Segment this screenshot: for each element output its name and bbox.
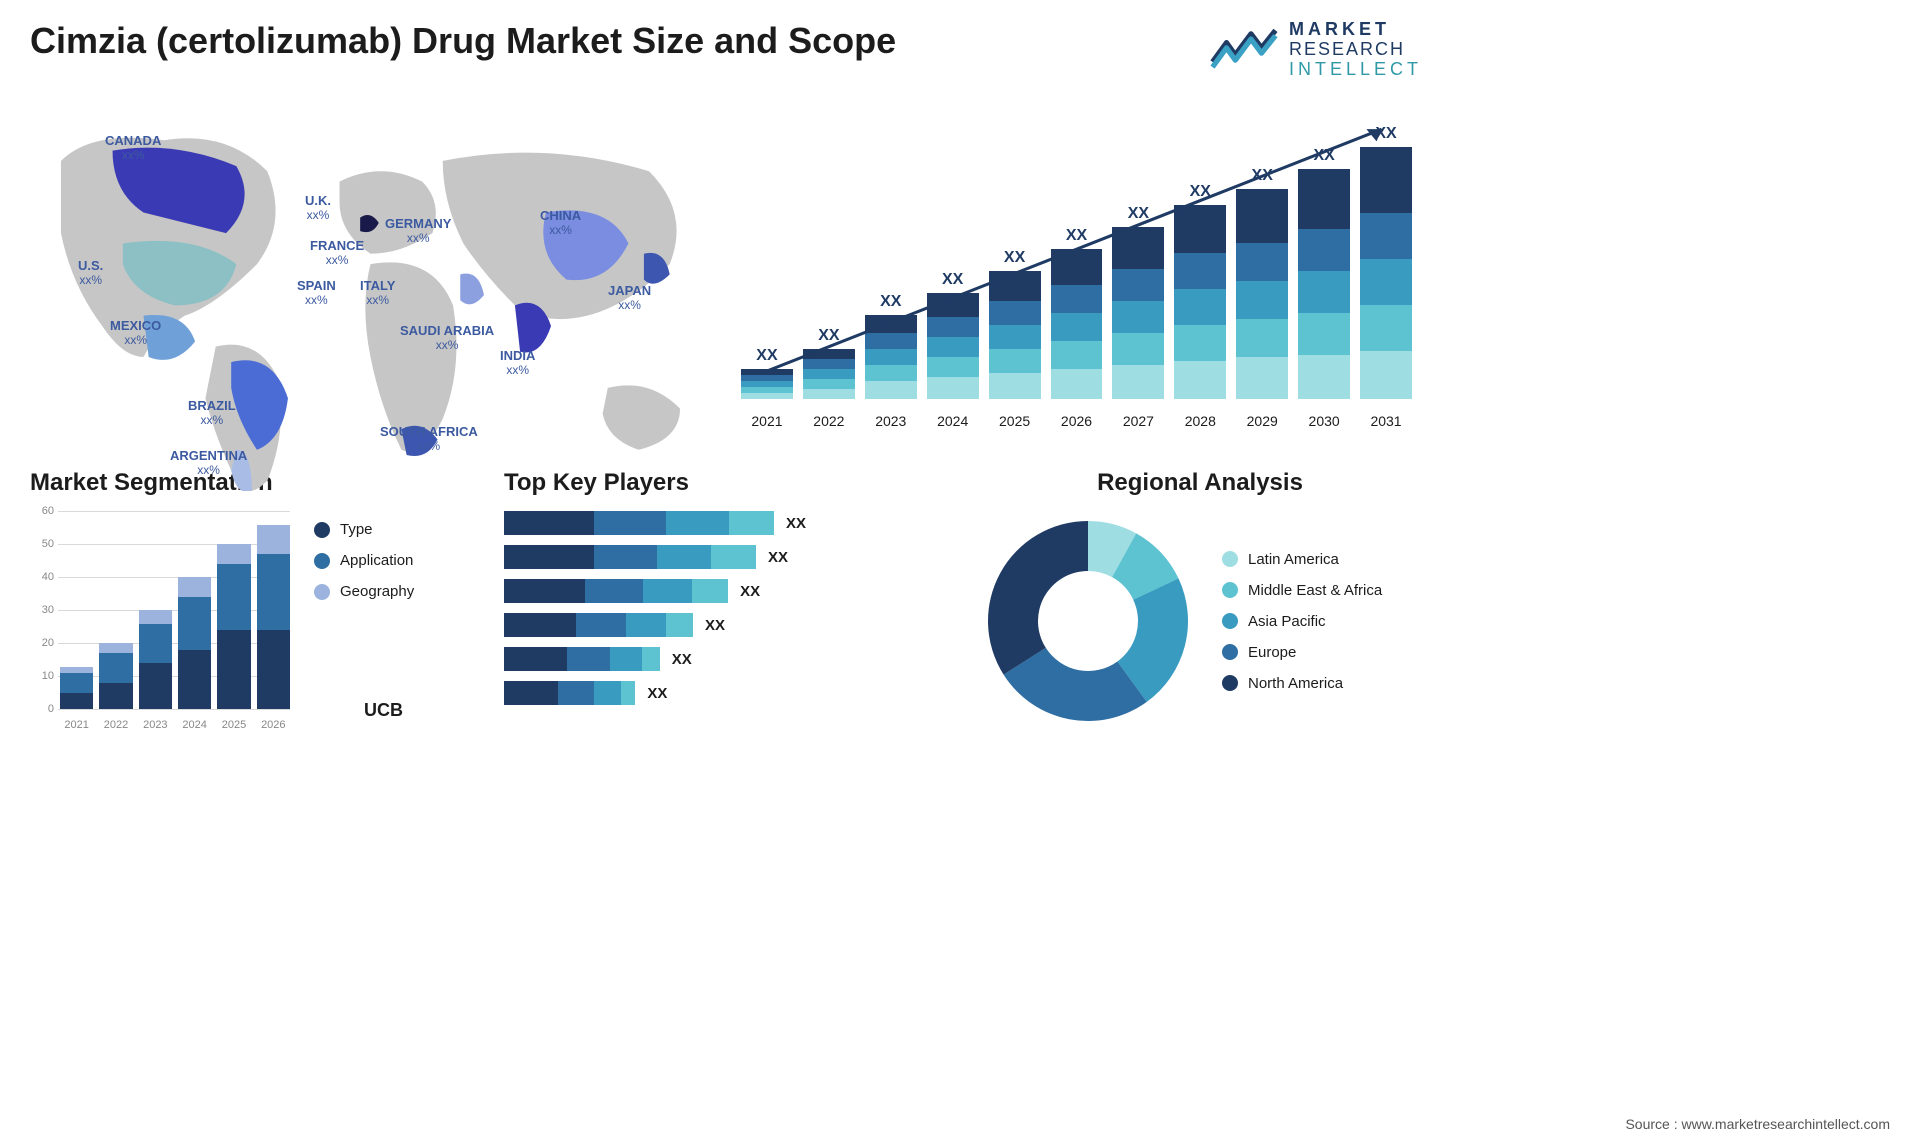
- map-label-china: CHINAxx%: [540, 209, 581, 236]
- growth-bar-label: XX: [1375, 125, 1396, 143]
- regional-legend-item: Middle East & Africa: [1222, 582, 1382, 599]
- map-label-saudi-arabia: SAUDI ARABIAxx%: [400, 324, 494, 351]
- source-text: Source : www.marketresearchintellect.com: [1625, 1116, 1890, 1132]
- growth-bar-label: XX: [1004, 249, 1025, 267]
- logo-mark-icon: [1209, 22, 1279, 77]
- seg-bar-2024: [178, 577, 211, 709]
- map-label-u-s-: U.S.xx%: [78, 259, 103, 286]
- seg-bar-2026: [257, 525, 290, 710]
- growth-xlabel: 2025: [989, 413, 1041, 429]
- growth-bar-2025: XX: [989, 99, 1041, 399]
- player-row: XX: [504, 579, 864, 603]
- growth-bar-label: XX: [1128, 205, 1149, 223]
- growth-xlabel: 2031: [1360, 413, 1412, 429]
- growth-bar-2022: XX: [803, 99, 855, 399]
- players-extra-text: UCB: [364, 700, 403, 721]
- player-row: XX: [504, 647, 864, 671]
- growth-xlabel: 2029: [1236, 413, 1288, 429]
- growth-bar-label: XX: [1066, 227, 1087, 245]
- regional-legend-item: Europe: [1222, 644, 1382, 661]
- growth-bar-2021: XX: [741, 99, 793, 399]
- growth-bar-label: XX: [880, 293, 901, 311]
- seg-bar-2022: [99, 643, 132, 709]
- seg-legend-item: Geography: [314, 583, 414, 600]
- regional-legend-item: North America: [1222, 675, 1382, 692]
- growth-bar-2027: XX: [1112, 99, 1164, 399]
- map-label-mexico: MEXICOxx%: [110, 319, 161, 346]
- map-label-germany: GERMANYxx%: [385, 217, 451, 244]
- growth-bar-label: XX: [818, 327, 839, 345]
- segmentation-chart: 0102030405060 202120222023202420252026: [30, 511, 290, 731]
- segmentation-panel: Market Segmentation 0102030405060 202120…: [30, 469, 474, 731]
- map-label-argentina: ARGENTINAxx%: [170, 449, 247, 476]
- players-chart: XX XX XX XX XX XX: [504, 511, 864, 705]
- growth-bar-label: XX: [942, 271, 963, 289]
- map-label-u-k-: U.K.xx%: [305, 194, 331, 221]
- growth-xlabel: 2024: [927, 413, 979, 429]
- regional-legend-item: Latin America: [1222, 551, 1382, 568]
- seg-bar-2021: [60, 667, 93, 710]
- map-label-japan: JAPANxx%: [608, 284, 651, 311]
- growth-xlabel: 2023: [865, 413, 917, 429]
- regional-donut: [978, 511, 1198, 731]
- seg-legend-item: Application: [314, 552, 414, 569]
- growth-xlabel: 2028: [1174, 413, 1226, 429]
- map-label-canada: CANADAxx%: [105, 134, 161, 161]
- growth-bar-label: XX: [1252, 167, 1273, 185]
- donut-segment: [988, 521, 1088, 675]
- world-map: CANADAxx%U.S.xx%MEXICOxx%BRAZILxx%ARGENT…: [30, 99, 711, 439]
- regional-legend-item: Asia Pacific: [1222, 613, 1382, 630]
- player-row: XX: [504, 545, 864, 569]
- growth-xlabel: 2022: [803, 413, 855, 429]
- growth-bar-2029: XX: [1236, 99, 1288, 399]
- growth-bar-2028: XX: [1174, 99, 1226, 399]
- seg-bar-2023: [139, 610, 172, 709]
- growth-xlabel: 2026: [1051, 413, 1103, 429]
- logo-line3: INTELLECT: [1289, 60, 1422, 80]
- regional-title: Regional Analysis: [978, 469, 1422, 497]
- player-row: XX: [504, 511, 864, 535]
- map-label-spain: SPAINxx%: [297, 279, 336, 306]
- players-panel: Top Key Players XXXXXXXXXXXX UCB: [504, 469, 948, 731]
- player-row: XX: [504, 681, 864, 705]
- seg-bar-2025: [217, 544, 250, 709]
- players-title: Top Key Players: [504, 469, 948, 497]
- seg-legend-item: Type: [314, 521, 414, 538]
- growth-chart: XX XX XX XX XX XX XX XX XX XX XX 2021 2022 2023 2024 2…: [741, 99, 1422, 439]
- logo-line1: MARKET: [1289, 20, 1422, 40]
- regional-legend: Latin America Middle East & Africa Asia Pa…: [1222, 551, 1382, 692]
- growth-bar-label: XX: [756, 347, 777, 365]
- regional-panel: Regional Analysis Latin America Middle Ea…: [978, 469, 1422, 731]
- map-label-india: INDIAxx%: [500, 349, 535, 376]
- map-label-south-africa: SOUTH AFRICAxx%: [380, 425, 478, 452]
- map-label-brazil: BRAZILxx%: [188, 399, 236, 426]
- growth-bar-2030: XX: [1298, 99, 1350, 399]
- map-label-france: FRANCExx%: [310, 239, 364, 266]
- growth-bar-2024: XX: [927, 99, 979, 399]
- growth-xlabel: 2030: [1298, 413, 1350, 429]
- logo-line2: RESEARCH: [1289, 40, 1422, 60]
- growth-xlabel: 2021: [741, 413, 793, 429]
- player-row: XX: [504, 613, 864, 637]
- growth-bar-2031: XX: [1360, 99, 1412, 399]
- page-title: Cimzia (certolizumab) Drug Market Size a…: [30, 20, 896, 62]
- growth-bar-label: XX: [1313, 147, 1334, 165]
- brand-logo: MARKET RESEARCH INTELLECT: [1209, 20, 1422, 79]
- map-label-italy: ITALYxx%: [360, 279, 395, 306]
- growth-xlabel: 2027: [1112, 413, 1164, 429]
- growth-bar-2026: XX: [1051, 99, 1103, 399]
- growth-bar-label: XX: [1190, 183, 1211, 201]
- growth-bar-2023: XX: [865, 99, 917, 399]
